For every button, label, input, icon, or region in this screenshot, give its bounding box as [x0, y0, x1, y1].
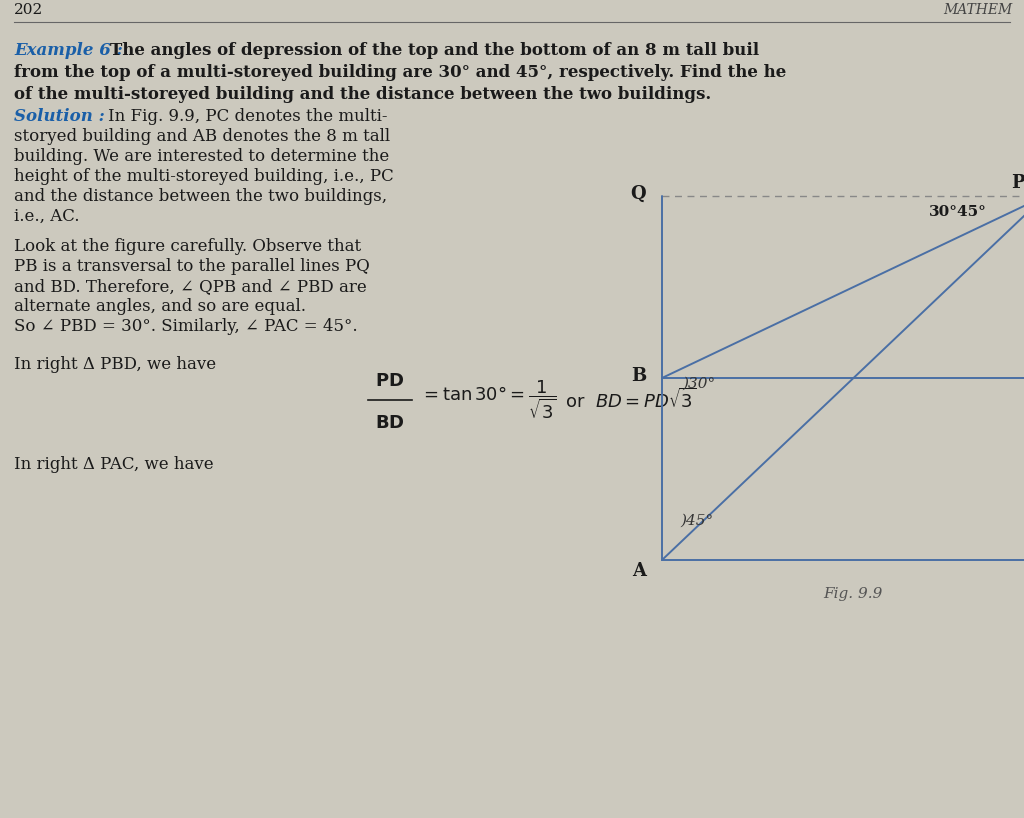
Text: alternate angles, and so are equal.: alternate angles, and so are equal. [14, 298, 306, 315]
Text: of the multi-storeyed building and the distance between the two buildings.: of the multi-storeyed building and the d… [14, 86, 712, 103]
Text: and BD. Therefore, ∠ QPB and ∠ PBD are: and BD. Therefore, ∠ QPB and ∠ PBD are [14, 278, 367, 295]
Text: $\mathbf{BD}$: $\mathbf{BD}$ [375, 414, 404, 432]
Text: Q: Q [631, 185, 646, 203]
Text: B: B [631, 367, 646, 385]
Text: storyed building and AB denotes the 8 m tall: storyed building and AB denotes the 8 m … [14, 128, 390, 145]
Text: )30°: )30° [682, 377, 715, 391]
Text: $= \tan 30° = \dfrac{1}{\sqrt{3}}$: $= \tan 30° = \dfrac{1}{\sqrt{3}}$ [420, 379, 557, 421]
Text: from the top of a multi-storeyed building are 30° and 45°, respectively. Find th: from the top of a multi-storeyed buildin… [14, 64, 786, 81]
Text: )45°: )45° [680, 514, 713, 528]
Text: PB is a transversal to the parallel lines PQ: PB is a transversal to the parallel line… [14, 258, 370, 275]
Text: The angles of depression of the top and the bottom of an 8 m tall buil: The angles of depression of the top and … [110, 42, 759, 59]
Text: In right Δ PAC, we have: In right Δ PAC, we have [14, 456, 214, 473]
Text: So ∠ PBD = 30°. Similarly, ∠ PAC = 45°.: So ∠ PBD = 30°. Similarly, ∠ PAC = 45°. [14, 318, 357, 335]
Text: P: P [1011, 174, 1024, 192]
Text: A: A [632, 562, 646, 580]
Text: Look at the figure carefully. Observe that: Look at the figure carefully. Observe th… [14, 238, 361, 255]
Text: MATHEM: MATHEM [943, 3, 1012, 17]
Text: and the distance between the two buildings,: and the distance between the two buildin… [14, 188, 387, 205]
Text: Fig. 9.9: Fig. 9.9 [823, 587, 883, 601]
Text: Example 6 :: Example 6 : [14, 42, 128, 59]
Text: 30°45°: 30°45° [929, 205, 987, 219]
Text: $\mathrm{or}\ \ BD = PD\sqrt{3}$: $\mathrm{or}\ \ BD = PD\sqrt{3}$ [565, 388, 696, 412]
Text: i.e., AC.: i.e., AC. [14, 208, 80, 225]
Text: building. We are interested to determine the: building. We are interested to determine… [14, 148, 389, 165]
Text: Solution :: Solution : [14, 108, 111, 125]
Text: In right Δ PBD, we have: In right Δ PBD, we have [14, 356, 216, 373]
Text: In Fig. 9.9, PC denotes the multi-: In Fig. 9.9, PC denotes the multi- [108, 108, 387, 125]
Text: $\mathbf{PD}$: $\mathbf{PD}$ [376, 372, 404, 390]
Text: height of the multi-storeyed building, i.e., PC: height of the multi-storeyed building, i… [14, 168, 394, 185]
Text: 202: 202 [14, 3, 43, 17]
